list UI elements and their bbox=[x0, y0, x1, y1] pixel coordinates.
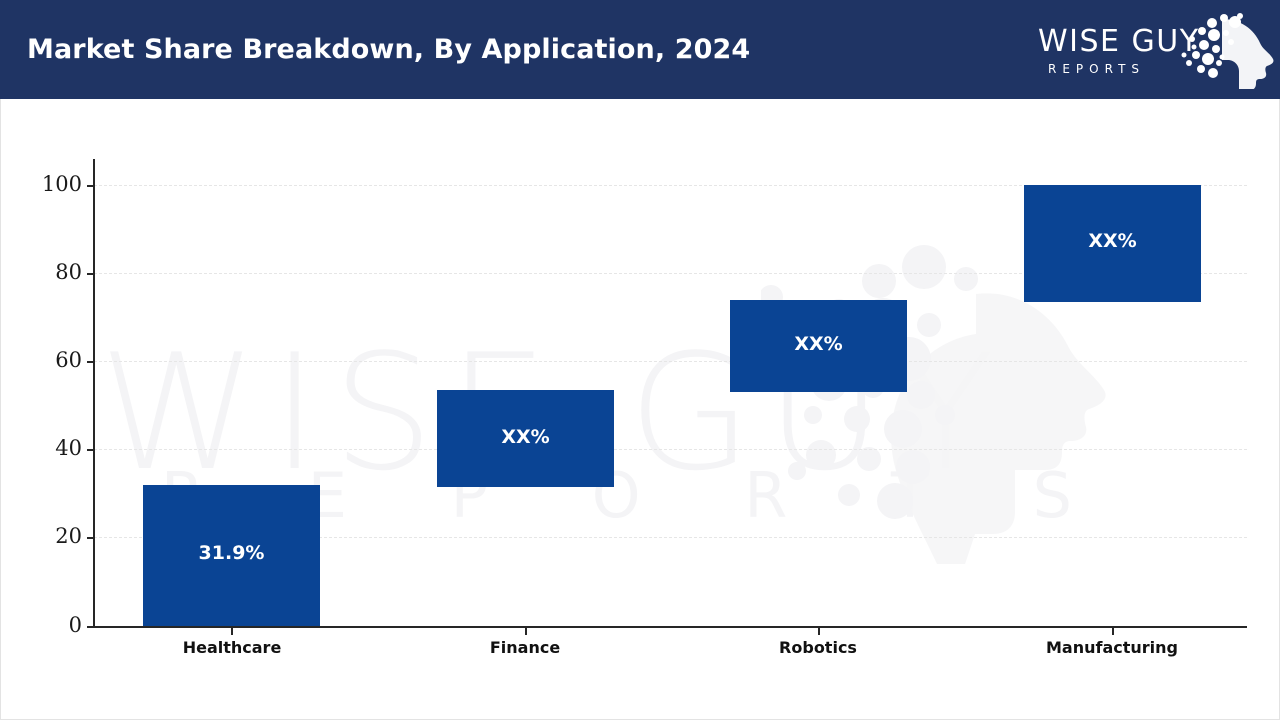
logo-text-secondary: REPORTS bbox=[1048, 62, 1145, 76]
x-tick-mark-healthcare bbox=[231, 628, 233, 635]
x-tick-mark-robotics bbox=[818, 628, 820, 635]
bar-healthcare[interactable]: 31.9% bbox=[143, 485, 320, 626]
page-header: Market Share Breakdown, By Application, … bbox=[0, 0, 1280, 99]
bar-manufacturing[interactable]: XX% bbox=[1024, 185, 1201, 302]
gridline-80 bbox=[94, 273, 1247, 274]
bar-label-robotics: XX% bbox=[794, 333, 843, 355]
y-tick-label-40: 40 bbox=[55, 436, 82, 460]
y-tick-label-0: 0 bbox=[68, 613, 82, 637]
bar-robotics[interactable]: XX% bbox=[730, 300, 907, 392]
x-tick-label-manufacturing: Manufacturing bbox=[1046, 638, 1178, 657]
y-tick-label-20: 20 bbox=[55, 524, 82, 548]
y-tick-label-80: 80 bbox=[55, 260, 82, 284]
logo-text-primary: WISE GUY bbox=[1038, 24, 1200, 59]
x-tick-label-robotics: Robotics bbox=[779, 638, 857, 657]
y-axis-line bbox=[93, 159, 95, 628]
bar-label-finance: XX% bbox=[501, 426, 550, 448]
y-tick-mark-0 bbox=[87, 626, 94, 628]
x-tick-mark-manufacturing bbox=[1112, 628, 1114, 635]
x-tick-label-healthcare: Healthcare bbox=[182, 638, 282, 657]
y-tick-label-100: 100 bbox=[41, 172, 82, 196]
wiseguy-head-logo: WISE GUY REPORTS bbox=[1038, 13, 1274, 89]
y-tick-mark-60 bbox=[87, 361, 94, 363]
x-tick-mark-finance bbox=[525, 628, 527, 635]
gridline-40 bbox=[94, 449, 1247, 450]
gridline-20 bbox=[94, 537, 1247, 538]
page-title: Market Share Breakdown, By Application, … bbox=[27, 34, 751, 65]
x-axis-line bbox=[93, 626, 1247, 628]
y-tick-mark-20 bbox=[87, 537, 94, 539]
plot-area: 31.9% XX% XX% XX% 100 80 60 bbox=[1, 99, 1279, 719]
y-tick-mark-40 bbox=[87, 449, 94, 451]
y-tick-mark-80 bbox=[87, 273, 94, 275]
y-tick-mark-100 bbox=[87, 185, 94, 187]
bar-label-healthcare: 31.9% bbox=[198, 542, 265, 564]
x-tick-label-finance: Finance bbox=[489, 638, 561, 657]
y-tick-label-60: 60 bbox=[55, 348, 82, 372]
bar-finance[interactable]: XX% bbox=[437, 390, 614, 487]
gridline-100 bbox=[94, 185, 1247, 186]
chart-card: WISE GUY R E P O R T S bbox=[0, 99, 1280, 720]
gridline-60 bbox=[94, 361, 1247, 362]
bar-label-manufacturing: XX% bbox=[1088, 230, 1137, 252]
